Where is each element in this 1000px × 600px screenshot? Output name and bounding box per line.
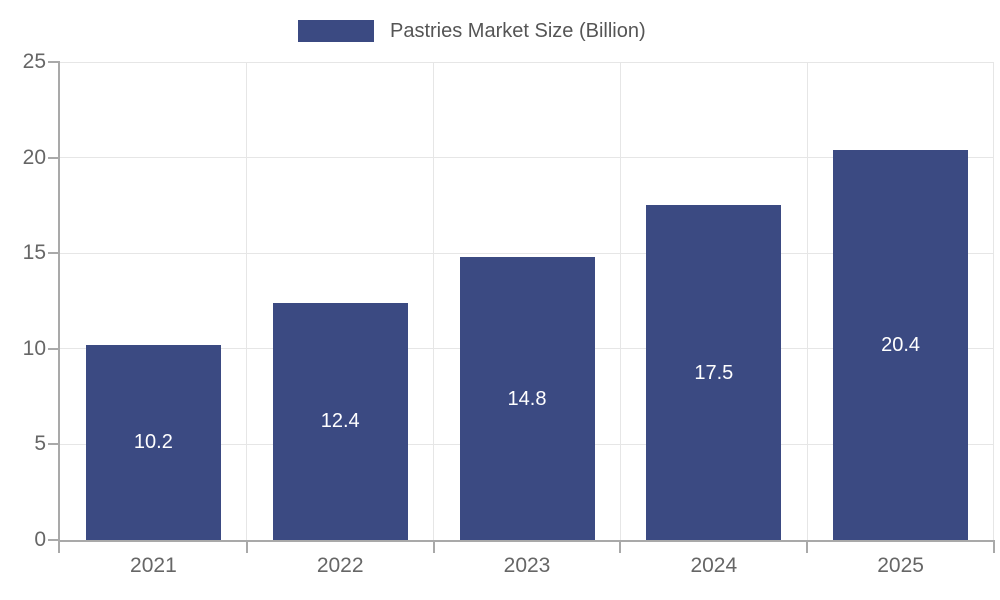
y-axis-label: 10 — [22, 336, 46, 360]
y-axis-tick — [48, 443, 60, 446]
bar-2021: 10.2 — [85, 344, 221, 540]
x-gridline — [619, 62, 621, 540]
y-gridline — [60, 61, 994, 63]
bar-value-label: 12.4 — [320, 410, 360, 433]
y-axis-tick — [48, 347, 60, 350]
y-axis-label: 25 — [22, 50, 46, 73]
y-axis-label: 5 — [34, 432, 46, 456]
bar-2023: 14.8 — [459, 257, 595, 540]
y-gridline — [60, 252, 994, 254]
x-axis-label: 2024 — [690, 554, 738, 577]
x-axis-label: 2025 — [877, 554, 924, 577]
plot-area: 0 5 10 15 20 25 10.2 2021 12.4 2022 14.8 2023 17.5 20… — [23, 50, 995, 577]
y-axis-label: 0 — [34, 528, 46, 551]
x-axis-tick — [619, 540, 622, 553]
bar-2025: 20.4 — [833, 149, 969, 540]
x-gridline — [806, 62, 808, 540]
legend-swatch — [298, 20, 374, 42]
bar-2022: 12.4 — [272, 302, 408, 540]
bar-value-label: 20.4 — [881, 333, 921, 356]
y-axis-tick — [48, 539, 60, 541]
x-axis-tick — [806, 540, 809, 553]
bar-value-label: 17.5 — [694, 361, 734, 384]
y-axis-tick — [48, 156, 60, 159]
x-axis-label: 2023 — [503, 554, 551, 577]
y-axis-tick — [48, 252, 60, 255]
x-axis-tick — [993, 540, 995, 553]
bar-value-label: 14.8 — [507, 387, 547, 410]
plot-right-border — [993, 62, 994, 540]
x-gridline — [433, 62, 435, 540]
x-axis-tick — [58, 540, 60, 553]
bar-2024: 17.5 — [646, 205, 782, 540]
x-gridline — [246, 62, 248, 540]
legend-label: Pastries Market Size (Billion) — [390, 20, 646, 42]
bar-value-label: 10.2 — [133, 431, 173, 454]
x-axis-label: 2022 — [316, 554, 364, 577]
y-gridline — [60, 157, 994, 159]
y-axis-label: 20 — [22, 145, 46, 169]
x-axis-tick — [245, 540, 248, 553]
x-axis-label: 2021 — [130, 554, 177, 577]
legend[interactable]: Pastries Market Size (Billion) — [298, 18, 646, 44]
y-axis-tick — [48, 61, 60, 63]
y-axis-label: 15 — [22, 241, 46, 265]
x-axis-tick — [432, 540, 435, 553]
